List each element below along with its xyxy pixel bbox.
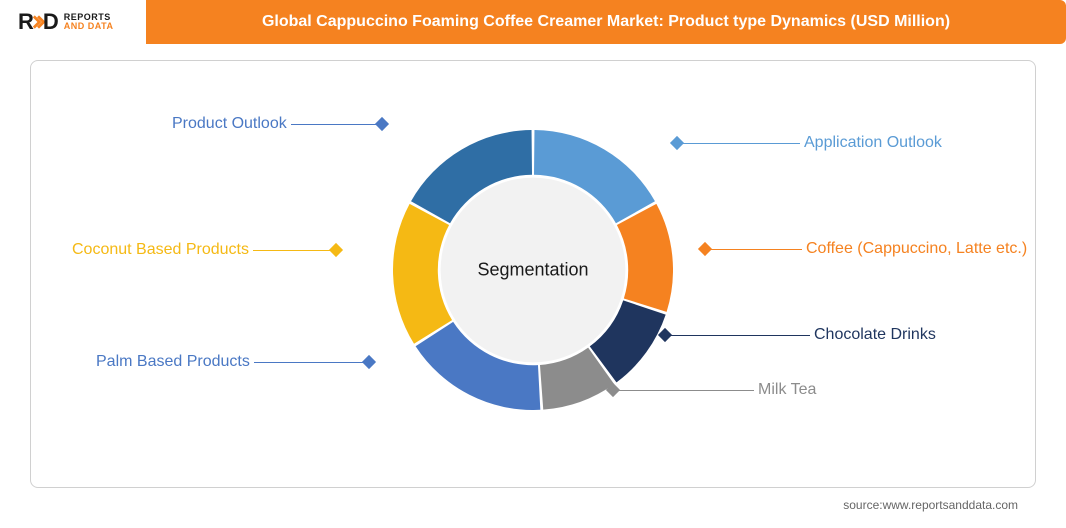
logo-text: REPORTS AND DATA bbox=[64, 13, 114, 31]
callout-line bbox=[291, 124, 377, 125]
callout-marker-icon bbox=[658, 328, 672, 342]
callout-label: Product Outlook bbox=[172, 115, 287, 133]
callout: Product Outlook bbox=[172, 115, 387, 133]
callout-label: Chocolate Drinks bbox=[814, 326, 936, 344]
callout-label: Coffee (Cappuccino, Latte etc.) bbox=[806, 240, 1027, 258]
logo-letter-d: D bbox=[43, 9, 58, 35]
callout-marker-icon bbox=[362, 355, 376, 369]
callout: Coconut Based Products bbox=[72, 241, 341, 259]
callout-line bbox=[618, 390, 754, 391]
callout-line bbox=[670, 335, 810, 336]
callout-marker-icon bbox=[698, 242, 712, 256]
callout-marker-icon bbox=[329, 243, 343, 257]
page-title: Global Cappuccino Foaming Coffee Creamer… bbox=[262, 13, 950, 31]
callout: Coffee (Cappuccino, Latte etc.) bbox=[700, 240, 1027, 258]
callout-marker-icon bbox=[606, 383, 620, 397]
header: R D REPORTS AND DATA Global Cappuccino F… bbox=[0, 0, 1066, 44]
callout-line bbox=[710, 249, 802, 250]
callout-line bbox=[253, 250, 331, 251]
logo-text-anddata: AND DATA bbox=[64, 22, 114, 31]
callout: Palm Based Products bbox=[96, 353, 374, 371]
logo: R D REPORTS AND DATA bbox=[0, 0, 146, 44]
source-text: source:www.reportsanddata.com bbox=[843, 498, 1018, 512]
callout-line bbox=[682, 143, 800, 144]
title-bar: Global Cappuccino Foaming Coffee Creamer… bbox=[146, 0, 1066, 44]
donut-segment bbox=[617, 204, 673, 312]
callout-line bbox=[254, 362, 364, 363]
callout: Milk Tea bbox=[608, 381, 816, 399]
callout-label: Milk Tea bbox=[758, 381, 816, 399]
callout-label: Application Outlook bbox=[804, 134, 942, 152]
callout-marker-icon bbox=[375, 117, 389, 131]
callout: Application Outlook bbox=[672, 134, 942, 152]
callout-label: Palm Based Products bbox=[96, 353, 250, 371]
callout-marker-icon bbox=[670, 136, 684, 150]
callout-label: Coconut Based Products bbox=[72, 241, 249, 259]
callout: Chocolate Drinks bbox=[660, 326, 936, 344]
logo-mark: R D bbox=[18, 9, 58, 35]
donut-chart: Segmentation bbox=[393, 130, 673, 410]
center-label: Segmentation bbox=[477, 260, 588, 281]
